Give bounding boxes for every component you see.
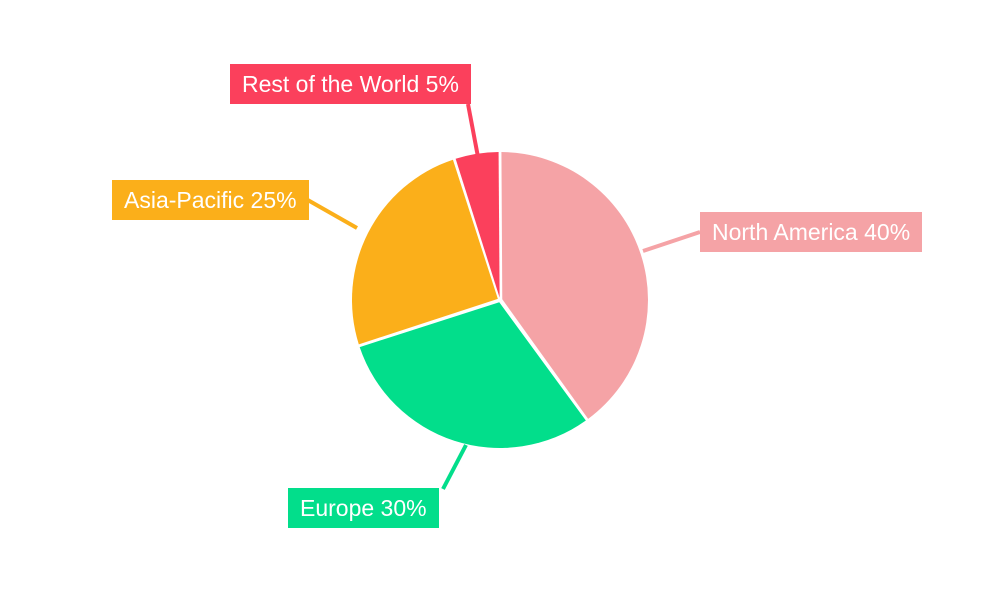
leader-line-asia-pacific (305, 197, 358, 230)
pie-slice-rest-of-world[interactable] (455, 152, 500, 298)
pie-slice-asia-pacific[interactable] (351, 159, 498, 345)
pie-label-asia-pacific[interactable]: Asia-Pacific 25% (112, 180, 309, 220)
pie-slice-europe[interactable] (359, 302, 586, 448)
pie-label-rest-of-world-text: Rest of the World 5% (242, 71, 459, 97)
pie-label-europe[interactable]: Europe 30% (288, 488, 439, 528)
leader-line-europe (441, 444, 468, 490)
leader-line-north-america (642, 230, 701, 253)
pie-label-europe-text: Europe 30% (300, 495, 427, 521)
leader-line-rest-of-world (466, 103, 480, 158)
pie-label-north-america-text: North America 40% (712, 219, 911, 245)
pie-label-north-america[interactable]: North America 40% (700, 212, 923, 252)
pie-label-asia-pacific-text: Asia-Pacific 25% (124, 187, 297, 213)
pie-label-rest-of-world[interactable]: Rest of the World 5% (230, 64, 471, 104)
pie-slice-north-america[interactable] (501, 152, 648, 419)
